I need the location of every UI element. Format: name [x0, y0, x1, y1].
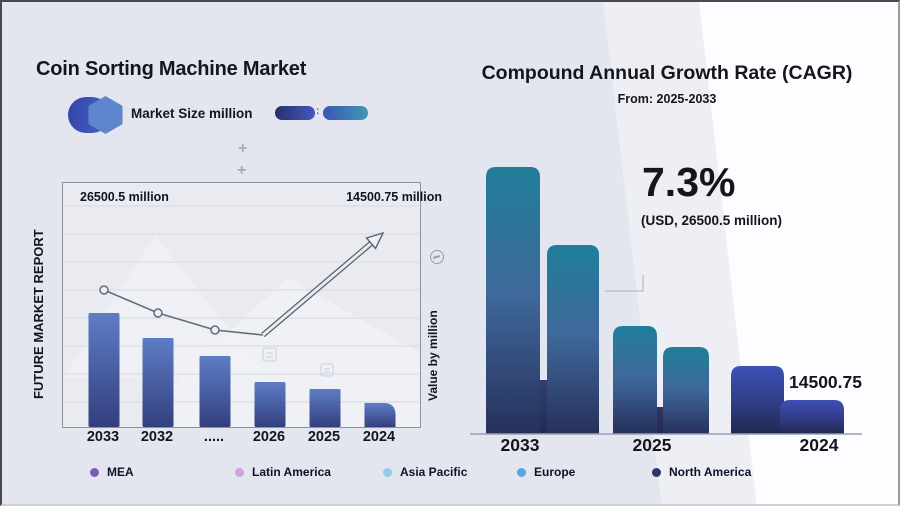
bar-group-2024: [731, 366, 844, 434]
plus-decoration-top: +: [238, 140, 248, 157]
legend-swatch: [517, 467, 526, 477]
arrow-shaft-fill: [262, 237, 378, 337]
ratio-separator: :: [316, 106, 320, 117]
x-tick-label: 2025: [307, 429, 341, 445]
cagr-chart: [470, 167, 862, 435]
trend-marker: [153, 308, 163, 318]
page-title: Coin Sorting Machine Market: [36, 58, 307, 80]
legend-item: North America: [652, 465, 751, 479]
market-size-label: Market Size million: [131, 106, 253, 121]
cagr-bar-groups: [486, 167, 844, 434]
market-size-chart: 26500.5 million 14500.75 million: [62, 182, 442, 428]
arrow-head-icon: [365, 231, 385, 250]
bar-group-2025: [613, 326, 709, 434]
trend-marker: [99, 285, 109, 295]
legend-swatch: [652, 467, 661, 477]
x-tick-label: 2033: [86, 429, 120, 445]
left-watermark-label: FUTURE MARKET REPORT: [31, 229, 46, 399]
cagr-subtitle: From: 2025-2033: [617, 92, 717, 106]
legend-item: MEA: [90, 465, 134, 479]
coin-stack-icon: [68, 96, 124, 134]
x-tick-label: 2033: [500, 435, 540, 455]
x-tick-label: .....: [203, 429, 225, 445]
value-axis-label: Value by million: [426, 310, 440, 402]
legend-label: MEA: [107, 465, 134, 479]
market-size-chart-canvas: [63, 205, 420, 427]
bar-group-2033: [486, 167, 599, 434]
trend-marker: [210, 325, 220, 335]
ratio-pill-right: [323, 106, 368, 120]
x-tick-label: 2032: [140, 429, 174, 445]
bar-connector: [655, 407, 665, 434]
x-tick-label: 2026: [252, 429, 286, 445]
bar: [254, 382, 286, 427]
minus-circle-icon: [430, 250, 444, 264]
bar-secondary: [547, 245, 599, 434]
legend-swatch: [383, 467, 392, 477]
trend-line-group: [99, 236, 379, 338]
gridlines: [64, 205, 419, 403]
bar: [309, 389, 341, 427]
bar-value-annotation: 14500.75: [789, 372, 862, 392]
cagr-note: (USD, 26500.5 million): [641, 213, 783, 228]
annotation-top-right: 14500.75 million: [346, 190, 442, 204]
legend-label: Europe: [534, 465, 576, 479]
bar: [88, 313, 120, 427]
cagr-value: 7.3%: [642, 159, 736, 205]
x-tick-label: 2024: [799, 435, 839, 455]
bar-primary: [486, 167, 540, 434]
bar-connector: [538, 380, 549, 434]
cagr-title: Compound Annual Growth Rate (CAGR): [481, 62, 853, 84]
ratio-pill-left: [275, 106, 315, 120]
bar: [364, 403, 396, 427]
legend-item: Latin America: [235, 465, 331, 479]
legend-label: North America: [669, 465, 752, 479]
legend-label: Latin America: [252, 465, 331, 479]
legend-swatch: [235, 467, 244, 477]
annotation-top-left: 26500.5 million: [80, 190, 169, 204]
bar: [199, 356, 231, 427]
legend-swatch: [90, 467, 99, 477]
bar-secondary: [663, 347, 709, 434]
bar: [142, 338, 174, 427]
step-line-decoration: [605, 275, 644, 292]
legend-item: Europe: [517, 465, 575, 479]
trend-line: [103, 289, 264, 336]
legend-item: Asia Pacific: [383, 465, 467, 479]
plus-decoration-bottom: +: [237, 162, 247, 179]
bar-primary: [613, 326, 657, 434]
bar-secondary: [780, 400, 844, 434]
bar-series: [88, 313, 396, 427]
faint-document-icons: [262, 347, 334, 377]
bar-primary: [731, 366, 784, 434]
x-tick-label: 2024: [362, 429, 396, 445]
x-tick-label: 2025: [632, 435, 672, 455]
legend-label: Asia Pacific: [400, 465, 468, 479]
